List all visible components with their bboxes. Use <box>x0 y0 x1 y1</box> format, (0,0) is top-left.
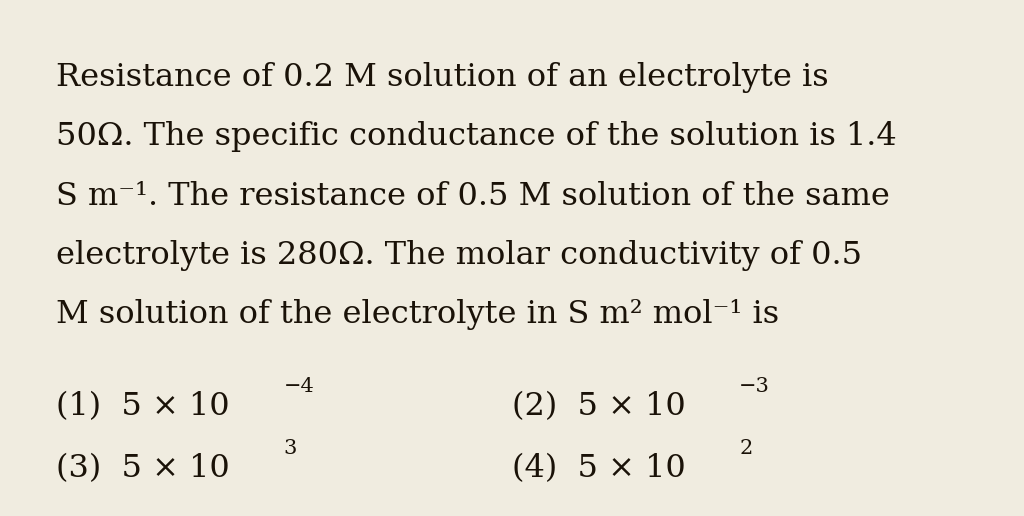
Text: (3)  5 × 10: (3) 5 × 10 <box>56 453 230 485</box>
Text: M solution of the electrolyte in S m² mol⁻¹ is: M solution of the electrolyte in S m² mo… <box>56 299 779 330</box>
Text: electrolyte is 280Ω. The molar conductivity of 0.5: electrolyte is 280Ω. The molar conductiv… <box>56 240 862 271</box>
Text: −3: −3 <box>739 377 770 396</box>
Text: 50Ω. The specific conductance of the solution is 1.4: 50Ω. The specific conductance of the sol… <box>56 121 897 152</box>
Text: (4)  5 × 10: (4) 5 × 10 <box>512 453 686 485</box>
Text: (1)  5 × 10: (1) 5 × 10 <box>56 391 230 423</box>
Text: −4: −4 <box>284 377 314 396</box>
Text: S m⁻¹. The resistance of 0.5 M solution of the same: S m⁻¹. The resistance of 0.5 M solution … <box>56 181 890 212</box>
Text: (2)  5 × 10: (2) 5 × 10 <box>512 391 686 423</box>
Text: Resistance of 0.2 M solution of an electrolyte is: Resistance of 0.2 M solution of an elect… <box>56 62 829 93</box>
Text: 3: 3 <box>284 439 297 458</box>
Text: 2: 2 <box>739 439 753 458</box>
